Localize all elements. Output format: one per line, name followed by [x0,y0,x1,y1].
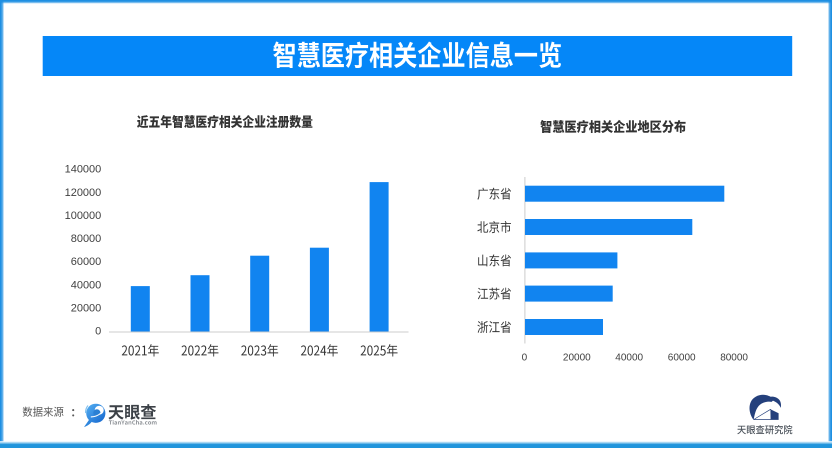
svg-text:0: 0 [95,326,101,338]
svg-text:60000: 60000 [71,256,102,268]
svg-text:20000: 20000 [563,353,591,364]
svg-text:80000: 80000 [720,353,748,364]
svg-text:120000: 120000 [65,187,102,199]
svg-text:40000: 40000 [615,353,643,364]
svg-text:100000: 100000 [65,210,102,222]
svg-text:0: 0 [522,353,528,364]
svg-text:60000: 60000 [668,353,696,364]
svg-text:40000: 40000 [71,279,102,291]
svg-text:140000: 140000 [65,164,102,176]
svg-text:80000: 80000 [71,233,102,245]
svg-text:20000: 20000 [71,303,102,315]
